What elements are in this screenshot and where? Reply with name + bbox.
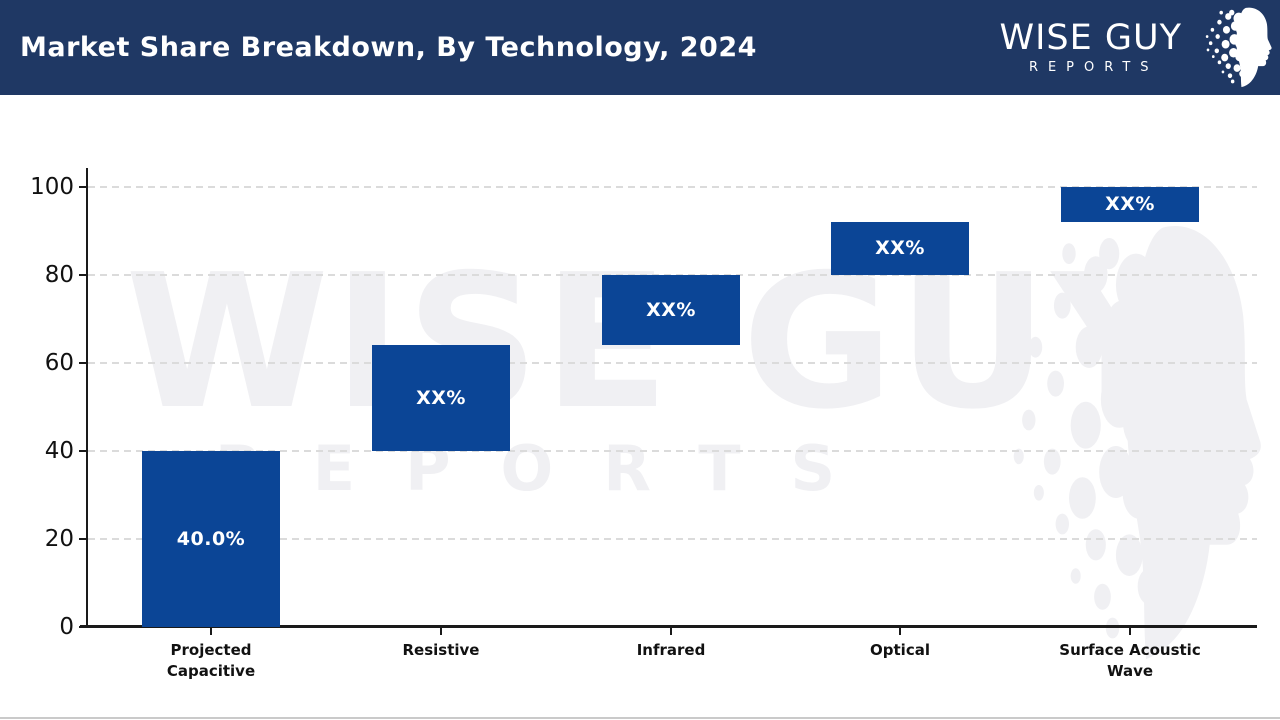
gridline-y-40	[88, 449, 1257, 452]
y-axis-tick-label: 0	[59, 614, 74, 640]
gridline-y-100	[88, 185, 1257, 188]
x-axis-category-label-resistive: Resistive	[402, 641, 480, 659]
wise-guy-reports-logo: WISE GUY REPORTS	[999, 2, 1274, 93]
bar-projected-capacitive: 40.0%	[142, 450, 280, 627]
x-axis-tick-mark	[1129, 628, 1131, 635]
y-axis-tick-label: 20	[44, 525, 74, 552]
x-axis-tick-mark	[440, 628, 442, 635]
bar-value-label-optical: XX%	[875, 237, 925, 260]
y-axis-tick-label: 60	[44, 349, 74, 376]
bar-infrared: XX%	[602, 274, 740, 346]
logo-brand-name: WISE GUY	[999, 17, 1182, 58]
watermark-text-reports: REPORTS	[215, 432, 886, 505]
bar-resistive: XX%	[372, 345, 510, 451]
y-axis-tick-label: 100	[30, 173, 74, 200]
x-axis-category-label-infrared: Infrared	[636, 641, 706, 659]
bar-value-label-resistive: XX%	[416, 386, 466, 409]
gridline-y-20	[88, 537, 1257, 540]
header-bar: Market Share Breakdown, By Technology, 2…	[0, 0, 1280, 95]
y-axis-tick-mark	[79, 537, 87, 540]
gridline-y-60	[88, 361, 1257, 364]
y-axis-tick-label: 40	[44, 437, 74, 464]
x-axis-category-label-projected-capacitive: Projected Capacitive	[166, 641, 256, 680]
x-axis-tick-mark	[670, 628, 672, 635]
y-axis-tick-mark	[79, 626, 87, 628]
bar-value-label-projected-capacitive: 40.0%	[176, 527, 246, 550]
y-axis-tick-mark	[79, 449, 87, 452]
bar-optical: XX%	[831, 221, 969, 275]
bar-value-label-surface-acoustic-wave: XX%	[1105, 193, 1155, 216]
logo-brand-subtitle: REPORTS	[1028, 59, 1159, 75]
y-axis-tick-mark	[79, 273, 87, 276]
y-axis-line	[86, 168, 88, 627]
y-axis-tick-label: 80	[44, 261, 74, 288]
watermark-head-icon	[935, 212, 1270, 680]
page-title: Market Share Breakdown, By Technology, 2…	[20, 32, 757, 63]
x-axis-line	[80, 625, 1257, 628]
bar-value-label-infrared: XX%	[646, 298, 696, 321]
footer-divider-line	[0, 717, 1280, 719]
x-axis-category-label-optical: Optical	[870, 641, 930, 659]
logo-text: WISE GUY REPORTS	[999, 17, 1182, 75]
x-axis-tick-mark	[899, 628, 901, 635]
dotted-head-profile-icon	[1186, 5, 1274, 91]
bar-surface-acoustic-wave: XX%	[1061, 186, 1199, 222]
x-axis-category-label-surface-acoustic-wave: Surface Acoustic Wave	[1059, 641, 1201, 680]
x-axis-tick-mark	[210, 628, 212, 635]
y-axis-tick-mark	[79, 361, 87, 364]
y-axis-tick-mark	[79, 185, 87, 188]
